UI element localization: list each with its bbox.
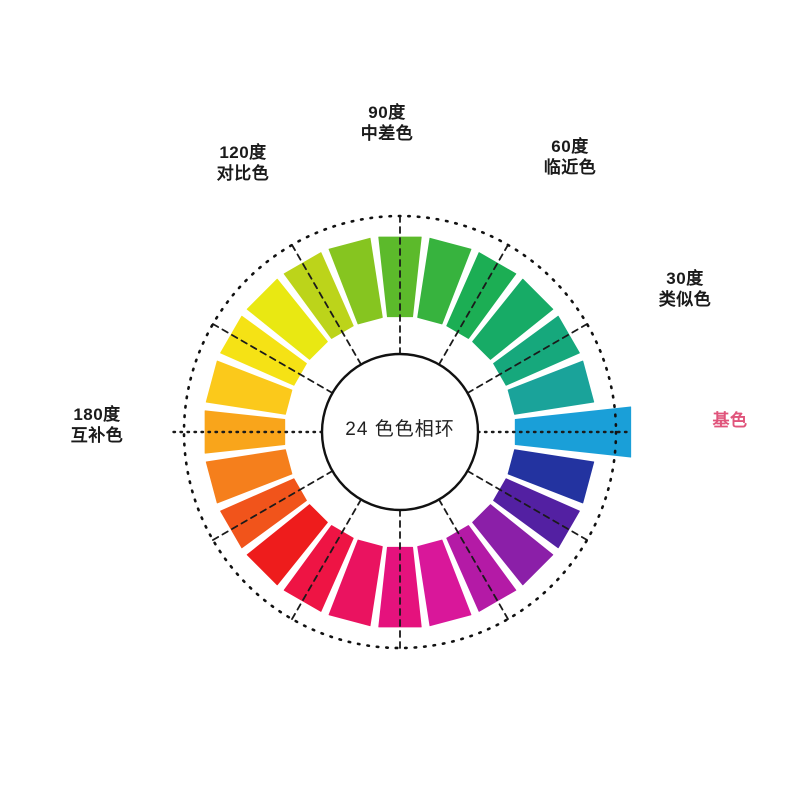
radial-guide-line	[438, 498, 509, 620]
annotation-120-degree: 120度 对比色	[198, 142, 288, 185]
hue-segment[interactable]	[493, 315, 580, 386]
hue-segment[interactable]	[472, 504, 554, 586]
hue-segment[interactable]	[220, 478, 307, 549]
radial-guide-line	[466, 323, 588, 394]
hue-segment[interactable]	[205, 449, 293, 504]
hue-segment[interactable]	[507, 449, 595, 504]
radial-guide-line	[291, 498, 362, 620]
center-label: 24 色色相环	[345, 419, 455, 440]
hue-segment[interactable]	[507, 360, 595, 415]
annotation-30-degree: 30度 类似色	[640, 268, 730, 311]
inner-circle	[320, 352, 480, 512]
annotation-60-degree: 60度 临近色	[525, 136, 615, 179]
hue-segment[interactable]	[283, 525, 354, 612]
annotation-180-degree-name: 互补色	[70, 426, 124, 446]
annotation-30-degree-value: 30度	[666, 269, 704, 288]
hue-segment[interactable]	[446, 525, 517, 612]
radial-guide-line	[212, 470, 334, 541]
radial-guide-line	[438, 244, 509, 366]
radial-guide-line	[466, 470, 588, 541]
hue-segment[interactable]	[283, 252, 354, 339]
hue-segment[interactable]	[246, 278, 328, 360]
hue-segment[interactable]	[446, 252, 517, 339]
hue-segment[interactable]	[220, 315, 307, 386]
hue-segment[interactable]	[417, 237, 472, 325]
hue-segment[interactable]	[246, 504, 328, 586]
hue-segment[interactable]	[328, 539, 383, 627]
annotation-60-degree-name: 临近色	[543, 158, 597, 178]
annotation-180-degree: 180度 互补色	[52, 404, 142, 447]
radial-guide-line	[291, 244, 362, 366]
hue-segment[interactable]	[472, 278, 554, 360]
outer-dotted-circle	[182, 214, 618, 650]
annotation-90-degree: 90度 中差色	[342, 102, 432, 145]
annotation-30-degree-name: 类似色	[658, 290, 712, 310]
hue-segment[interactable]	[205, 360, 293, 415]
annotation-base-color-name: 基色	[712, 411, 748, 430]
hue-segment[interactable]	[493, 478, 580, 549]
hue-segment[interactable]	[417, 539, 472, 627]
annotation-90-degree-value: 90度	[368, 103, 406, 122]
radial-guide-group	[166, 215, 634, 649]
annotation-90-degree-name: 中差色	[360, 124, 414, 144]
hue-segment-base[interactable]	[514, 406, 632, 458]
hue-segment[interactable]	[328, 237, 383, 325]
annotation-180-degree-value: 180度	[73, 405, 121, 424]
annotation-120-degree-value: 120度	[219, 143, 267, 162]
annotation-120-degree-name: 对比色	[216, 164, 270, 184]
radial-guide-line	[212, 323, 334, 394]
annotation-60-degree-value: 60度	[551, 137, 589, 156]
annotation-base-color: 基色	[705, 410, 755, 431]
